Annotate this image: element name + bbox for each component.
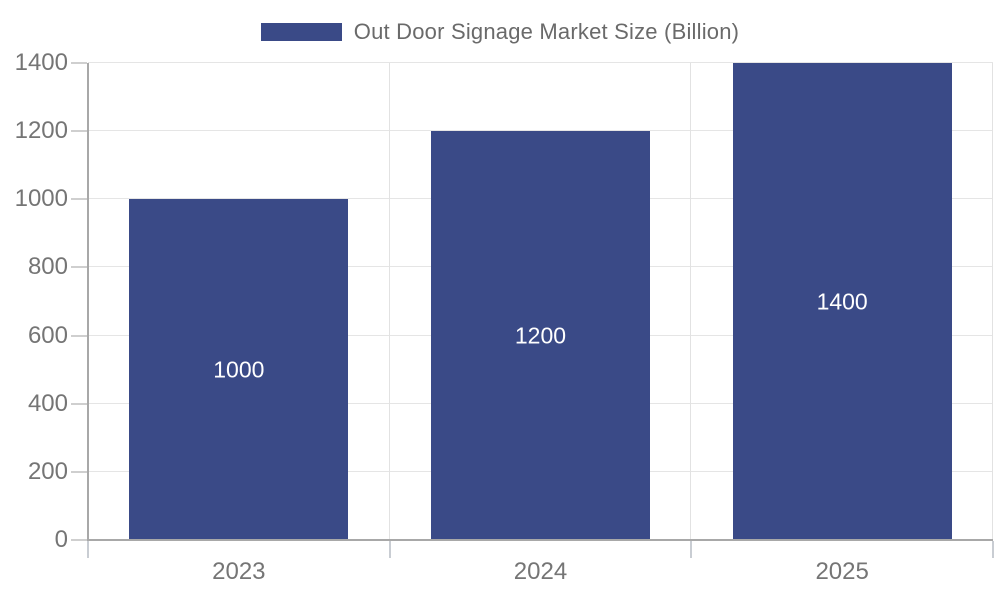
x-tick-label: 2025 — [815, 558, 869, 585]
bar: 1400 — [732, 63, 952, 540]
x-axis-line — [87, 539, 993, 541]
y-tick-mark — [71, 470, 87, 473]
y-axis-line — [87, 63, 89, 540]
y-tick-mark — [71, 539, 87, 541]
y-tick-label: 800 — [27, 253, 68, 281]
legend-label: Out Door Signage Market Size (Billion) — [353, 19, 740, 44]
bar: 1200 — [430, 131, 650, 540]
x-tick-mark — [992, 541, 994, 558]
x-tick-mark — [87, 541, 89, 558]
x-tick-label: 2023 — [212, 558, 266, 585]
bar-value-label: 1200 — [514, 322, 567, 349]
x-tick-label: 2024 — [513, 558, 568, 585]
y-tick-mark — [71, 402, 87, 405]
legend-swatch — [260, 23, 342, 41]
gridline-h — [88, 62, 993, 63]
y-tick-mark — [71, 266, 87, 269]
gridline-v — [992, 63, 993, 540]
y-tick-label: 0 — [54, 526, 68, 553]
bar-value-label: 1000 — [213, 356, 265, 383]
y-tick-label: 1200 — [14, 117, 68, 145]
y-tick-mark — [71, 334, 87, 337]
gridline-v — [388, 63, 390, 540]
gridline-h — [88, 130, 993, 132]
chart-legend: Out Door Signage Market Size (Billion) — [0, 19, 1000, 45]
y-tick-label: 1400 — [14, 49, 68, 76]
y-tick-mark — [71, 62, 87, 64]
y-tick-label: 600 — [27, 321, 68, 349]
x-tick-mark — [388, 541, 391, 558]
gridline-v — [690, 63, 692, 540]
y-tick-mark — [71, 130, 87, 133]
y-tick-label: 1000 — [14, 185, 68, 213]
y-tick-label: 200 — [27, 457, 68, 485]
bar-value-label: 1400 — [816, 288, 868, 314]
bar: 1000 — [129, 199, 349, 540]
y-tick-mark — [71, 198, 87, 201]
plot-area: 1000 1200 1400 — [88, 62, 993, 540]
x-tick-mark — [690, 541, 693, 558]
y-tick-label: 400 — [27, 389, 68, 417]
